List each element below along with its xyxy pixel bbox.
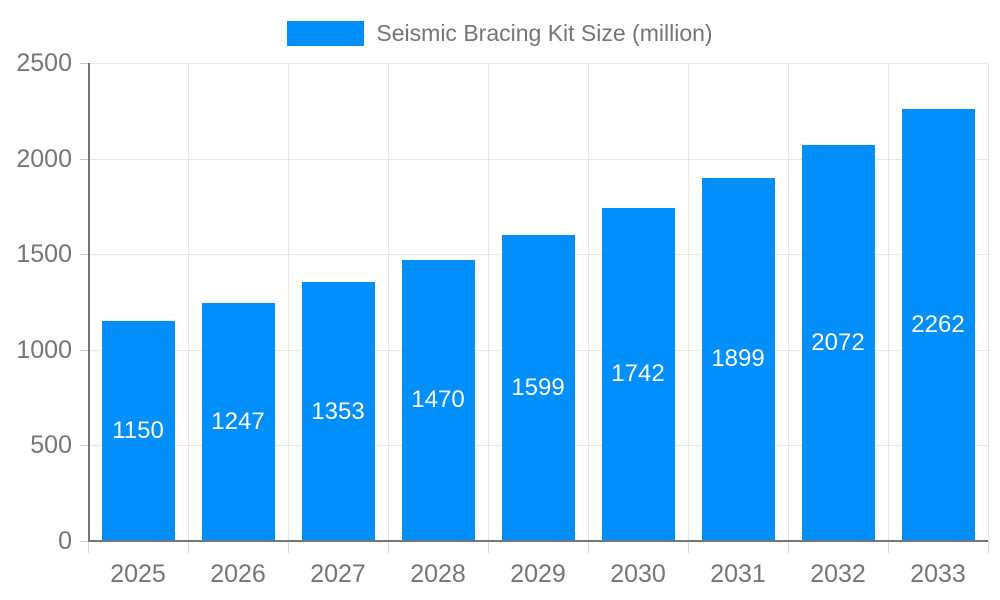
x-axis-label-2026: 2026 — [210, 560, 266, 588]
vertical-gridline — [188, 63, 189, 541]
bar-value-label: 1470 — [411, 386, 465, 414]
y-axis-tick — [80, 158, 88, 160]
vertical-gridline — [588, 63, 589, 541]
x-axis-label-2025: 2025 — [110, 560, 166, 588]
x-axis-label-2032: 2032 — [810, 560, 866, 588]
vertical-gridline — [888, 63, 889, 541]
x-axis-tick — [588, 541, 589, 553]
y-axis-tick — [80, 541, 88, 542]
y-axis-label-2500: 2500 — [16, 49, 72, 77]
x-axis-line — [88, 540, 988, 542]
bar-value-label: 1247 — [211, 407, 265, 435]
y-axis-tick — [80, 445, 88, 447]
x-axis-label-2033: 2033 — [910, 560, 966, 588]
vertical-gridline — [988, 63, 989, 541]
vertical-gridline — [488, 63, 489, 541]
x-axis-tick — [788, 541, 789, 553]
horizontal-gridline — [88, 63, 988, 64]
x-axis-label-2029: 2029 — [510, 560, 566, 588]
x-axis-label-2031: 2031 — [710, 560, 766, 588]
x-axis-tick — [988, 541, 989, 553]
bar-2032[interactable]: 2072 — [801, 144, 875, 541]
bar-value-label: 2072 — [811, 328, 865, 356]
y-axis-label-2000: 2000 — [16, 144, 72, 173]
x-axis-tick — [188, 541, 189, 553]
y-axis-label-1500: 1500 — [16, 240, 72, 269]
y-axis-labels: 0 500 1000 1500 2000 2500 — [0, 49, 72, 555]
y-axis-tick — [80, 63, 88, 64]
y-axis-label-1000: 1000 — [16, 335, 72, 364]
bar-2033[interactable]: 2262 — [901, 108, 975, 541]
y-axis-tick — [80, 349, 88, 351]
y-axis-line — [88, 63, 90, 541]
bar-2031[interactable]: 1899 — [701, 177, 775, 541]
x-axis-label-2027: 2027 — [310, 560, 366, 588]
y-axis-label-0: 0 — [58, 527, 72, 555]
vertical-gridline — [288, 63, 289, 541]
x-axis-label-2028: 2028 — [410, 560, 466, 588]
vertical-gridline — [688, 63, 689, 541]
horizontal-gridline — [88, 158, 988, 160]
bar-2027[interactable]: 1353 — [301, 282, 375, 541]
legend-swatch[interactable] — [287, 20, 365, 46]
bar-value-label: 1599 — [511, 374, 565, 402]
y-axis-label-500: 500 — [30, 431, 72, 460]
plot-area: 1150 1247 1353 1470 1599 1742 1899 2072 2262 — [80, 63, 989, 553]
x-axis-tick — [488, 541, 489, 553]
legend: Seismic Bracing Kit Size (million) — [0, 18, 1000, 48]
x-axis-labels: 2025 2026 2027 2028 2029 2030 2031 2032 2033 — [88, 560, 988, 592]
bar-2030[interactable]: 1742 — [601, 207, 675, 541]
bar-value-label: 1742 — [611, 360, 665, 388]
x-axis-tick — [688, 541, 689, 553]
bar-2025[interactable]: 1150 — [101, 321, 175, 541]
x-axis-label-2030: 2030 — [610, 560, 666, 588]
bar-value-label: 1353 — [311, 397, 365, 425]
x-axis-tick — [388, 541, 389, 553]
bar-2029[interactable]: 1599 — [501, 235, 575, 541]
bar-2026[interactable]: 1247 — [201, 302, 275, 541]
bar-value-label: 1899 — [711, 345, 765, 373]
bar-value-label: 1150 — [112, 417, 164, 445]
x-axis-tick — [288, 541, 289, 553]
legend-label: Seismic Bracing Kit Size (million) — [376, 19, 713, 46]
x-axis-tick — [888, 541, 889, 553]
bar-2028[interactable]: 1470 — [401, 259, 475, 541]
vertical-gridline — [788, 63, 789, 541]
bar-value-label: 2262 — [911, 310, 965, 338]
y-axis-tick — [80, 254, 88, 256]
vertical-gridline — [388, 63, 389, 541]
x-axis-tick — [88, 541, 89, 553]
